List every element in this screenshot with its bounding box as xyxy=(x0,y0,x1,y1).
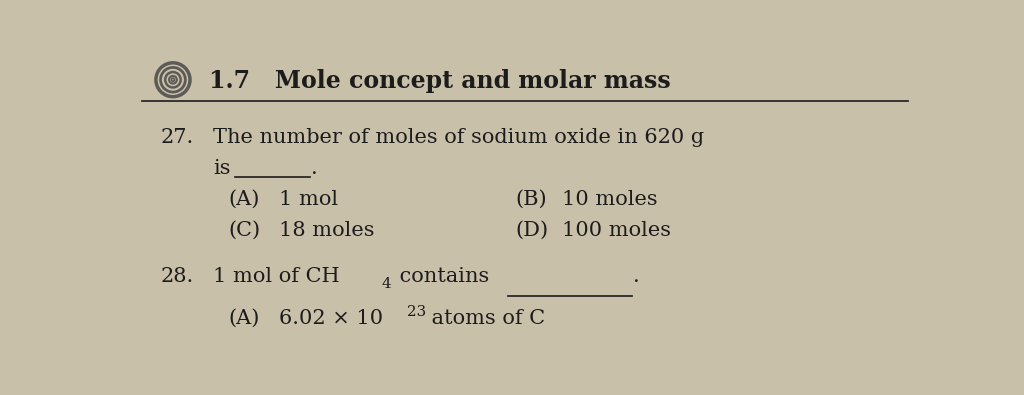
Text: 28.: 28. xyxy=(161,267,194,286)
Text: (C): (C) xyxy=(228,221,261,240)
Text: 27.: 27. xyxy=(161,128,194,147)
Text: 1 mol of CH: 1 mol of CH xyxy=(213,267,340,286)
Text: (A): (A) xyxy=(228,309,260,328)
Text: 10 moles: 10 moles xyxy=(562,190,657,209)
Text: 1.7   Mole concept and molar mass: 1.7 Mole concept and molar mass xyxy=(209,68,671,92)
Text: 23: 23 xyxy=(407,305,426,319)
Text: contains: contains xyxy=(393,267,489,286)
Text: The number of moles of sodium oxide in 620 g: The number of moles of sodium oxide in 6… xyxy=(213,128,705,147)
Text: is: is xyxy=(213,159,230,178)
Text: (B): (B) xyxy=(515,190,547,209)
Text: (A): (A) xyxy=(228,190,260,209)
Text: .: . xyxy=(311,159,317,178)
Text: atoms of C: atoms of C xyxy=(425,309,545,328)
Text: 4: 4 xyxy=(381,277,391,291)
Text: .: . xyxy=(633,267,640,286)
Text: 18 moles: 18 moles xyxy=(280,221,375,240)
Text: 6.02 × 10: 6.02 × 10 xyxy=(280,309,383,328)
Text: (D): (D) xyxy=(515,221,549,240)
Text: 100 moles: 100 moles xyxy=(562,221,671,240)
Text: 1 mol: 1 mol xyxy=(280,190,338,209)
